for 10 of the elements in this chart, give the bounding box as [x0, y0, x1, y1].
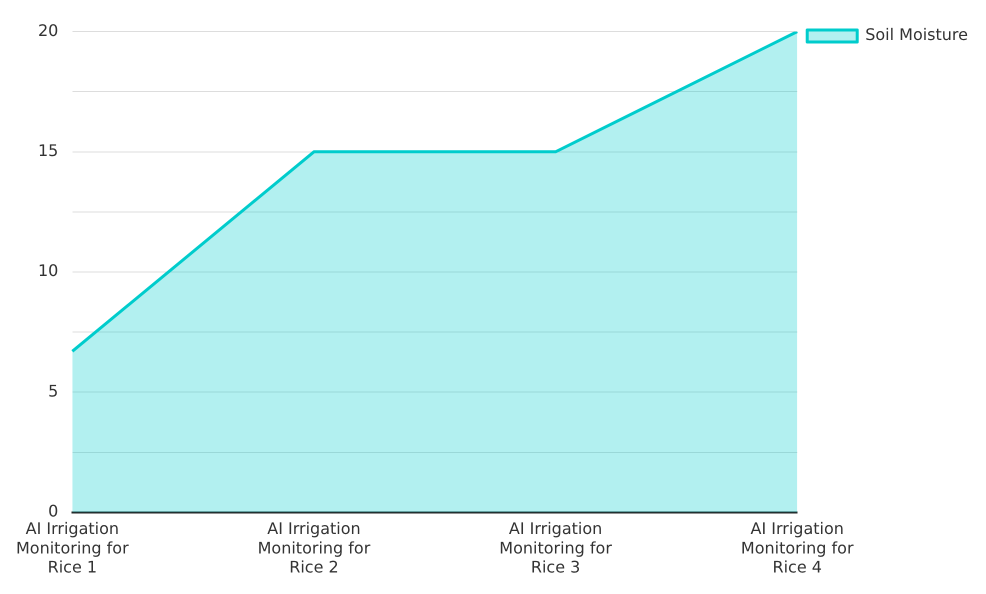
- y-tick-label: 5: [48, 381, 58, 400]
- x-tick-label: AI Irrigation Monitoring for Rice 1: [16, 519, 130, 577]
- y-tick-label: 15: [38, 140, 58, 160]
- y-tick-label: 0: [48, 502, 58, 521]
- x-tick-label: AI Irrigation Monitoring for Rice 4: [740, 519, 854, 577]
- y-tick-label: 20: [38, 20, 58, 40]
- y-tick-label: 10: [38, 261, 58, 280]
- x-tick-label: AI Irrigation Monitoring for Rice 2: [258, 519, 371, 577]
- x-tick-label: AI Irrigation Monitoring for Rice 3: [499, 519, 612, 577]
- legend-label: Soil Moisture: [865, 25, 968, 44]
